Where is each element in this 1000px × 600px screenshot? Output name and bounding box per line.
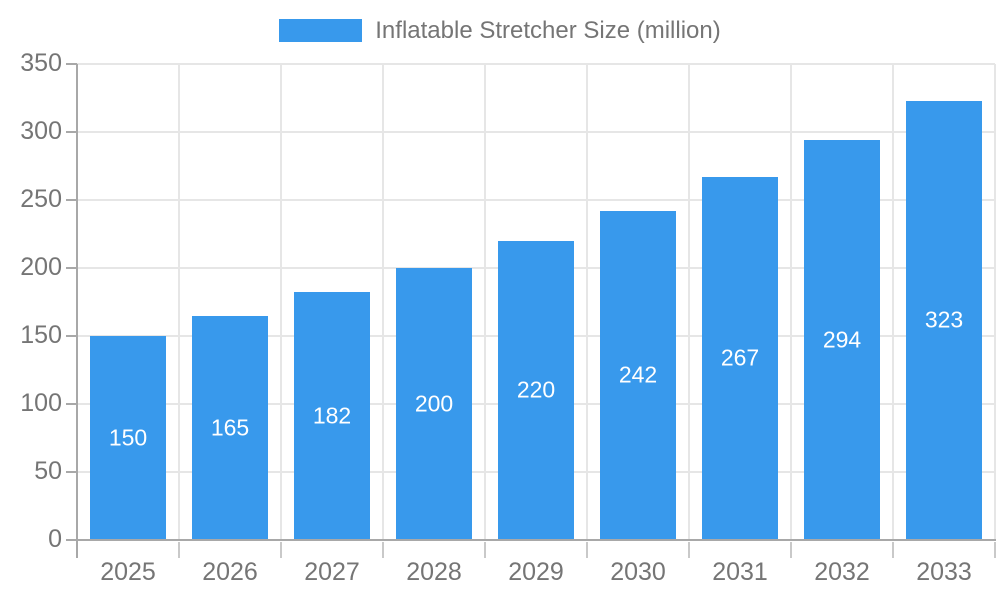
y-axis-line <box>76 64 78 558</box>
bar-2033[interactable] <box>906 100 982 540</box>
y-axis-label: 150 <box>20 320 62 349</box>
x-axis-tick <box>178 542 180 558</box>
x-axis-tick <box>688 542 690 558</box>
v-gridline <box>688 64 690 540</box>
x-axis-tick <box>892 542 894 558</box>
bar-value-label: 182 <box>312 402 352 429</box>
bar-2027[interactable] <box>294 292 370 540</box>
v-gridline <box>382 64 384 540</box>
x-axis-label: 2031 <box>712 558 768 586</box>
v-gridline <box>280 64 282 540</box>
v-gridline <box>484 64 486 540</box>
y-axis-label: 250 <box>20 184 62 213</box>
y-axis-tick <box>66 335 77 337</box>
bar-2031[interactable] <box>702 176 778 540</box>
x-axis-label: 2026 <box>202 558 258 586</box>
bar-value-label: 242 <box>618 361 658 388</box>
y-axis-tick <box>66 539 77 541</box>
x-axis-tick <box>382 542 384 558</box>
bar-2029[interactable] <box>498 240 574 540</box>
y-axis-label: 100 <box>20 388 62 417</box>
y-axis-label: 50 <box>34 456 62 485</box>
y-axis-tick <box>66 131 77 133</box>
bar-2032[interactable] <box>804 140 880 540</box>
y-axis-label: 350 <box>20 48 62 77</box>
v-gridline <box>994 64 996 540</box>
bar-2030[interactable] <box>600 210 676 540</box>
y-axis-label: 300 <box>20 116 62 145</box>
bar-value-label: 150 <box>108 424 148 451</box>
v-gridline <box>790 64 792 540</box>
x-axis-line <box>76 539 996 541</box>
y-axis-label: 0 <box>48 524 62 553</box>
x-axis-label: 2028 <box>406 558 462 586</box>
h-gridline <box>77 63 995 65</box>
y-axis-tick <box>66 471 77 473</box>
y-axis-label: 200 <box>20 252 62 281</box>
x-axis-tick <box>280 542 282 558</box>
bar-value-label: 267 <box>720 344 760 371</box>
v-gridline <box>892 64 894 540</box>
y-axis-tick <box>66 267 77 269</box>
y-axis-tick <box>66 63 77 65</box>
x-axis-tick <box>994 542 996 558</box>
x-axis-label: 2033 <box>916 558 972 586</box>
x-axis-label: 2029 <box>508 558 564 586</box>
bar-2025[interactable] <box>90 336 166 540</box>
x-axis-label: 2025 <box>100 558 156 586</box>
legend-item[interactable]: Inflatable Stretcher Size (million) <box>279 17 721 44</box>
x-axis-tick <box>484 542 486 558</box>
x-axis-label: 2027 <box>304 558 360 586</box>
h-gridline <box>77 131 995 133</box>
y-axis-tick <box>66 199 77 201</box>
bar-2028[interactable] <box>396 268 472 540</box>
x-axis-tick <box>790 542 792 558</box>
bar-value-label: 220 <box>516 376 556 403</box>
x-axis-label: 2032 <box>814 558 870 586</box>
x-axis-label: 2030 <box>610 558 666 586</box>
x-axis-tick <box>586 542 588 558</box>
bar-value-label: 165 <box>210 414 250 441</box>
legend-label: Inflatable Stretcher Size (million) <box>375 17 721 44</box>
bar-value-label: 200 <box>414 390 454 417</box>
legend-swatch-icon <box>279 19 363 42</box>
v-gridline <box>586 64 588 540</box>
h-gridline <box>77 199 995 201</box>
chart-legend: Inflatable Stretcher Size (million) <box>0 17 1000 44</box>
y-axis-tick <box>66 403 77 405</box>
v-gridline <box>178 64 180 540</box>
bar-value-label: 294 <box>822 326 862 353</box>
bar-2026[interactable] <box>192 315 268 540</box>
bar-value-label: 323 <box>924 306 964 333</box>
